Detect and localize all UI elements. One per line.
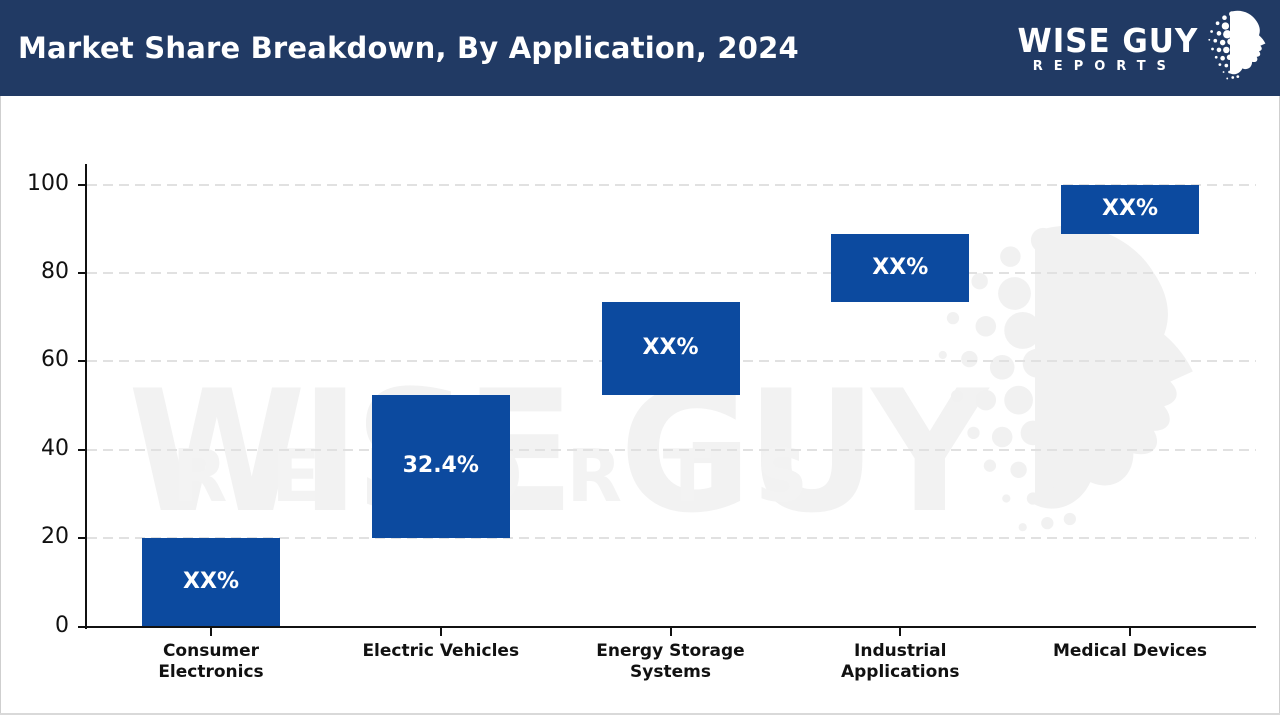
y-tick-label: 60: [41, 347, 69, 373]
x-category-label: Consumer Electronics: [91, 641, 331, 684]
gridline-20: [87, 537, 1256, 540]
bar-industrial-applications: [831, 234, 970, 302]
x-category-label-line: Electric Vehicles: [362, 640, 520, 661]
bar-electric-vehicles: [371, 394, 510, 539]
x-axis-tick: [210, 627, 212, 636]
y-axis-tick: [78, 183, 86, 186]
y-tick-label: 80: [41, 258, 69, 284]
y-axis: [85, 164, 87, 629]
wise-guy-reports-logo: WISE GUY REPORTS: [1006, 0, 1276, 96]
gridline-40: [87, 448, 1256, 451]
y-tick-label: 0: [55, 612, 69, 638]
y-axis-tick: [78, 537, 86, 540]
bar-value-label: 32.4%: [402, 453, 479, 479]
x-axis: [85, 625, 1256, 628]
x-category-label: Medical Devices: [1010, 641, 1250, 662]
x-category-label-line: Energy Storage: [596, 640, 745, 661]
bar-value-label: XX%: [183, 569, 239, 595]
card-border-left: [0, 96, 1, 715]
x-category-label-line: Industrial: [854, 640, 947, 661]
y-axis-tick: [78, 360, 86, 363]
bar-value-label: XX%: [642, 335, 699, 361]
bar-value-label: XX%: [1102, 196, 1158, 222]
y-tick-label: 20: [41, 524, 69, 550]
x-axis-tick: [899, 627, 902, 636]
gridline-100: [87, 183, 1256, 186]
x-category-label-line: Applications: [840, 661, 960, 682]
y-tick-label: 100: [27, 170, 69, 196]
x-axis-tick: [1129, 627, 1131, 636]
x-category-label: Industrial Applications: [780, 641, 1020, 684]
bar-value-label: XX%: [872, 255, 929, 281]
bar-energy-storage-systems: [601, 301, 740, 395]
x-category-label-line: Systems: [630, 661, 711, 682]
logo-wordmark-sub: REPORTS: [1032, 58, 1177, 74]
x-category-label: Electric Vehicles: [321, 641, 561, 662]
x-category-label-line: Medical Devices: [1052, 640, 1207, 661]
y-tick-label: 40: [41, 435, 69, 461]
x-axis-tick: [669, 627, 672, 636]
x-category-label-line: Electronics: [158, 661, 264, 682]
logo-wordmark-main: WISE GUY: [1017, 20, 1198, 60]
x-axis-tick: [439, 627, 442, 636]
y-axis-tick: [78, 448, 86, 451]
card-border-bottom: [0, 713, 1280, 715]
x-category-label-line: Consumer: [162, 640, 260, 661]
x-category-label: Energy Storage Systems: [551, 641, 791, 684]
dotted-head-profile-icon: [1208, 10, 1266, 80]
y-axis-tick: [78, 625, 86, 628]
logo-wordmark: WISE GUY REPORTS: [1006, 24, 1198, 73]
chart-title: Market Share Breakdown, By Application, …: [18, 31, 799, 65]
y-axis-tick: [78, 271, 86, 274]
bar-consumer-electronics: [142, 538, 280, 627]
header: Market Share Breakdown, By Application, …: [0, 0, 1280, 96]
gridline-80: [87, 271, 1256, 274]
